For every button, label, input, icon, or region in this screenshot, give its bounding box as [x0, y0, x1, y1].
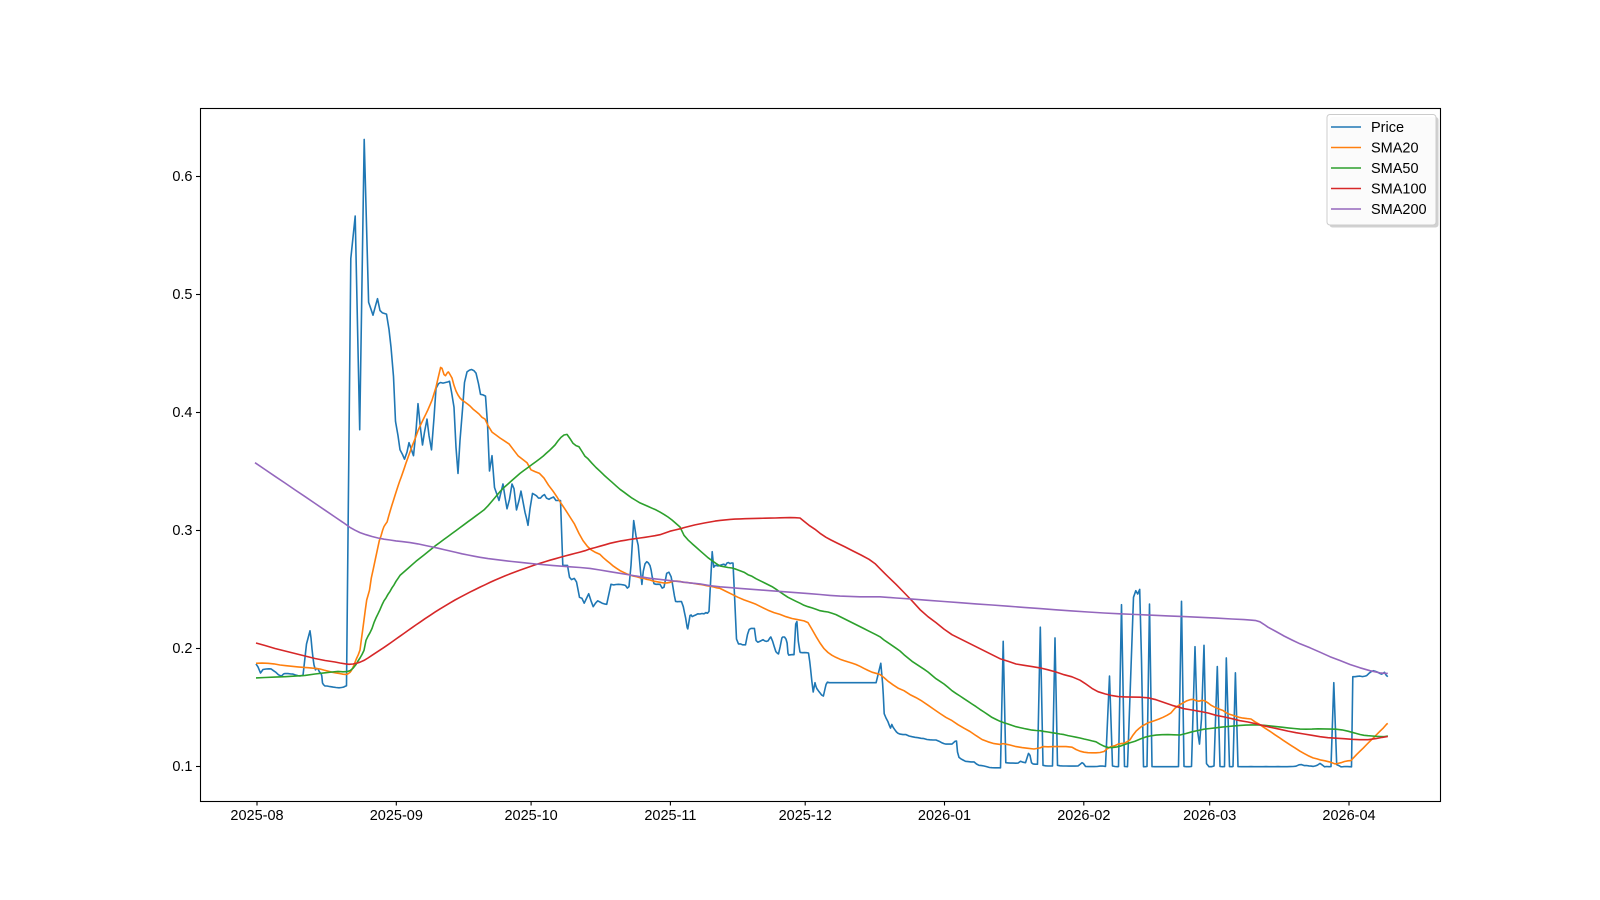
svg-text:Price: Price [1371, 120, 1404, 136]
svg-text:2025-11: 2025-11 [644, 808, 696, 824]
svg-text:0.6: 0.6 [172, 169, 192, 185]
svg-text:2026-04: 2026-04 [1322, 808, 1375, 824]
svg-text:2026-02: 2026-02 [1057, 808, 1110, 824]
svg-text:2025-10: 2025-10 [504, 808, 557, 824]
svg-text:2026-01: 2026-01 [918, 808, 971, 824]
svg-text:2025-08: 2025-08 [230, 808, 283, 824]
svg-text:0.3: 0.3 [172, 523, 192, 539]
svg-text:SMA20: SMA20 [1371, 141, 1419, 157]
svg-text:SMA50: SMA50 [1371, 161, 1419, 177]
svg-text:SMA100: SMA100 [1371, 182, 1427, 198]
svg-text:2026-03: 2026-03 [1183, 808, 1236, 824]
svg-text:0.2: 0.2 [172, 641, 192, 657]
svg-text:2025-12: 2025-12 [779, 808, 832, 824]
svg-text:SMA200: SMA200 [1371, 202, 1427, 218]
svg-text:0.5: 0.5 [172, 287, 192, 303]
svg-text:0.1: 0.1 [172, 759, 192, 775]
svg-text:0.4: 0.4 [172, 405, 192, 421]
svg-text:2025-09: 2025-09 [370, 808, 423, 824]
